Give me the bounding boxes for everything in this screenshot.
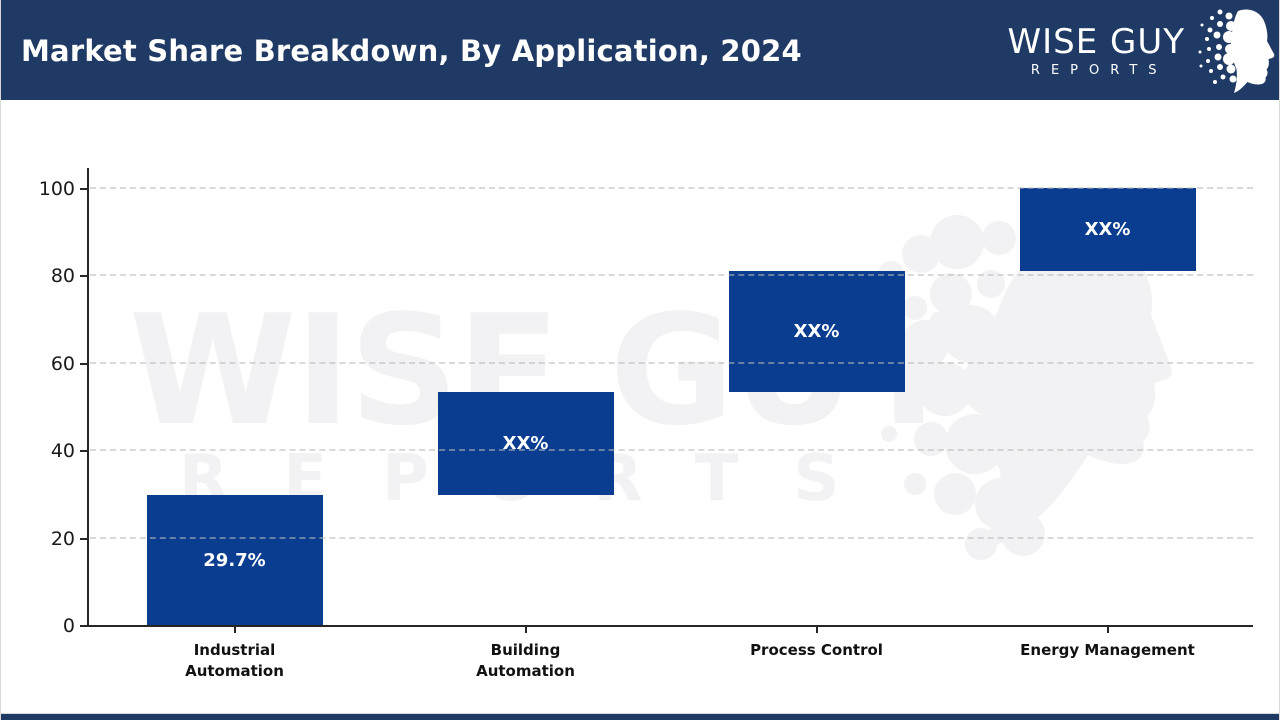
footer-divider: [1, 713, 1279, 714]
x-tick-mark: [815, 627, 818, 633]
chart-bar: XX%: [728, 270, 905, 393]
chart-bar: XX%: [437, 392, 614, 496]
y-tick-label: 80: [50, 265, 75, 288]
chart-bar: 29.7%: [146, 495, 323, 625]
y-tick-label: 20: [50, 527, 75, 550]
x-category-label: Building Automation: [476, 641, 575, 680]
bar-value-label: XX%: [1084, 218, 1131, 240]
brand-logo: WISE GUY REPORTS: [1007, 24, 1185, 78]
y-tick-mark: [80, 537, 87, 540]
y-tick-mark: [80, 625, 87, 627]
gridline: [90, 361, 1253, 364]
y-tick-label: 100: [38, 177, 75, 200]
y-tick-label: 0: [62, 615, 75, 637]
gridline: [90, 274, 1253, 277]
y-tick-mark: [80, 362, 87, 365]
chart-bar: XX%: [1019, 187, 1196, 271]
bar-value-label: XX%: [793, 321, 840, 343]
x-axis-line: [87, 625, 1253, 627]
brand-head-icon: [1198, 9, 1275, 93]
gridline: [90, 449, 1253, 452]
x-category-label: Energy Management: [1020, 641, 1195, 659]
gridline: [90, 536, 1253, 539]
x-tick-mark: [233, 627, 236, 633]
footer-bar: [1, 714, 1279, 720]
x-tick-mark: [524, 627, 527, 633]
bar-value-label: 29.7%: [203, 549, 266, 571]
y-tick-mark: [80, 187, 87, 190]
gridline: [90, 186, 1253, 189]
y-tick-mark: [80, 275, 87, 278]
page-title: Market Share Breakdown, By Application, …: [21, 34, 802, 68]
bar-value-label: XX%: [502, 433, 549, 455]
y-axis-line: [87, 168, 89, 627]
x-tick-mark: [1106, 627, 1109, 633]
brand-logo-primary-text: WISE GUY: [1007, 22, 1185, 62]
x-category-label: Process Control: [750, 641, 883, 659]
x-category-label: Industrial Automation: [185, 641, 284, 680]
y-tick-mark: [80, 450, 87, 453]
y-tick-label: 60: [50, 352, 75, 375]
brand-logo-secondary-text: REPORTS: [1030, 63, 1168, 78]
header: Market Share Breakdown, By Application, …: [1, 0, 1279, 100]
y-tick-label: 40: [50, 440, 75, 463]
